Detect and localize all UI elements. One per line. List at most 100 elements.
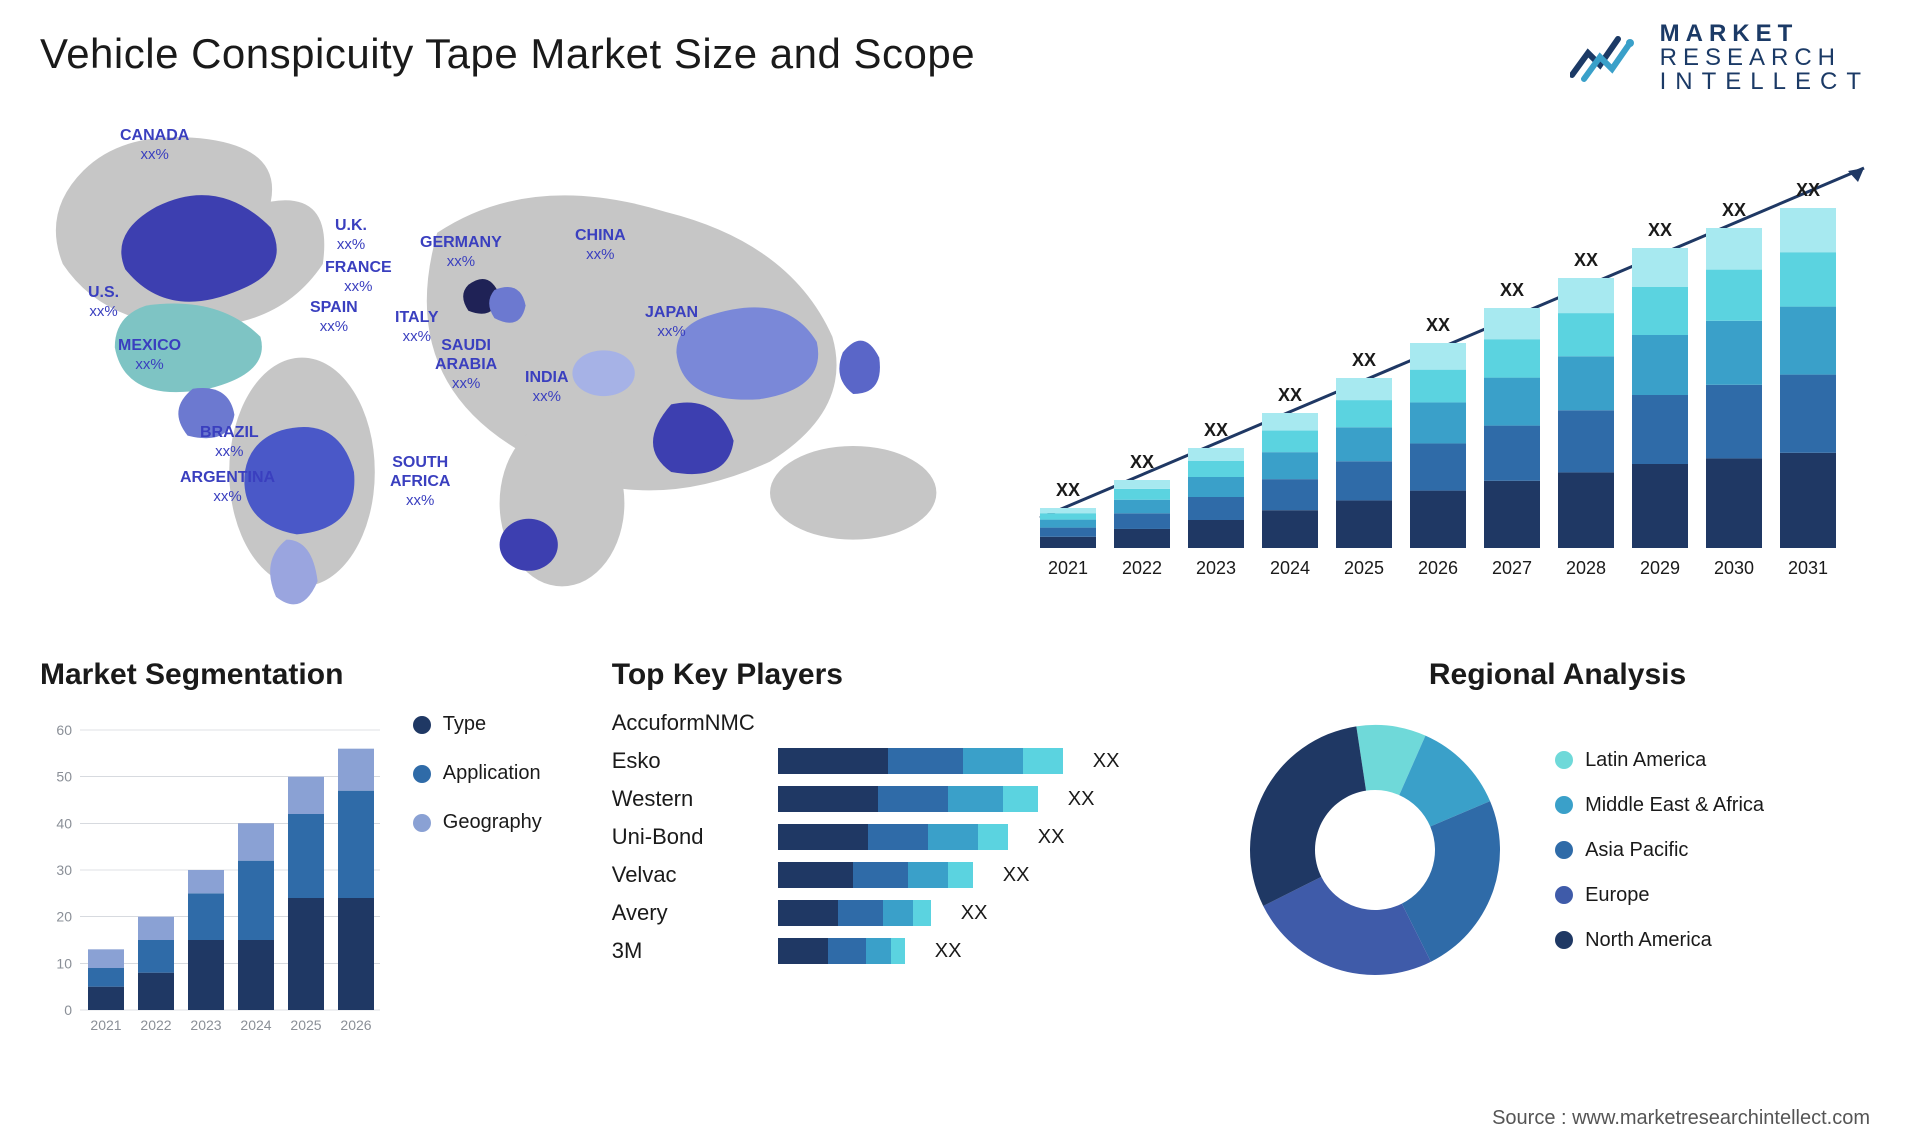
- svg-text:2030: 2030: [1714, 558, 1754, 578]
- player-name: AccuformNMC: [612, 710, 762, 736]
- player-name: 3M: [612, 938, 762, 964]
- map-label-canada: CANADAxx%: [120, 126, 189, 164]
- svg-text:2025: 2025: [290, 1017, 321, 1033]
- player-bar: [778, 824, 1008, 850]
- player-name: Avery: [612, 900, 762, 926]
- key-players-title: Top Key Players: [612, 658, 1205, 692]
- svg-text:2023: 2023: [190, 1017, 221, 1033]
- map-label-spain: SPAINxx%: [310, 298, 358, 336]
- svg-text:XX: XX: [1204, 420, 1228, 440]
- svg-text:60: 60: [56, 722, 72, 738]
- logo-line-3: INTELLECT: [1660, 70, 1870, 94]
- map-label-germany: GERMANYxx%: [420, 233, 502, 271]
- svg-text:30: 30: [56, 862, 72, 878]
- svg-text:2027: 2027: [1492, 558, 1532, 578]
- map-label-u-k-: U.K.xx%: [335, 216, 367, 254]
- svg-text:2022: 2022: [1122, 558, 1162, 578]
- svg-text:XX: XX: [1574, 250, 1598, 270]
- seg-legend-application: Application: [413, 762, 542, 785]
- svg-text:2022: 2022: [140, 1017, 171, 1033]
- player-bar: [778, 900, 931, 926]
- region-legend-europe: Europe: [1555, 884, 1764, 907]
- region-legend-north-america: North America: [1555, 929, 1764, 952]
- regional-donut-svg: [1235, 710, 1515, 990]
- source-label: Source : www.marketresearchintellect.com: [1492, 1107, 1870, 1130]
- region-legend-asia-pacific: Asia Pacific: [1555, 839, 1764, 862]
- player-row-western: Western XX: [612, 786, 1205, 812]
- segmentation-title: Market Segmentation: [40, 658, 582, 692]
- growth-chart-svg: XX 2021 XX 2022 XX 2023 XX 2024 XX 2025 XX 2026 XX 20…: [1020, 108, 1880, 608]
- svg-text:XX: XX: [1278, 385, 1302, 405]
- regional-panel: Regional Analysis Latin America Middle Ea…: [1235, 658, 1880, 1045]
- key-players-panel: Top Key Players AccuformNMCEskoXXWestern…: [612, 658, 1205, 1045]
- svg-text:2031: 2031: [1788, 558, 1828, 578]
- world-map: CANADAxx% U.S.xx% MEXICOxx% BRAZILxx% ARGENT…: [40, 108, 980, 628]
- map-label-argentina: ARGENTINAxx%: [180, 468, 275, 506]
- player-bar: [778, 862, 973, 888]
- region-legend-latin-america: Latin America: [1555, 749, 1764, 772]
- segmentation-legend: Type Application Geography: [413, 713, 542, 834]
- svg-text:2024: 2024: [1270, 558, 1310, 578]
- player-row-accuformnmc: AccuformNMC: [612, 710, 1205, 736]
- map-label-u-s-: U.S.xx%: [88, 283, 119, 321]
- player-value: XX: [1068, 788, 1095, 811]
- player-row-velvac: Velvac XX: [612, 862, 1205, 888]
- segmentation-chart-svg: 0102030405060202120222023202420252026: [40, 710, 380, 1040]
- player-value: XX: [935, 940, 962, 963]
- svg-text:2026: 2026: [340, 1017, 371, 1033]
- player-row-uni-bond: Uni-Bond XX: [612, 824, 1205, 850]
- map-label-saudi-arabia: SAUDIARABIAxx%: [435, 336, 497, 394]
- player-row-avery: Avery XX: [612, 900, 1205, 926]
- player-name: Esko: [612, 748, 762, 774]
- svg-text:40: 40: [56, 815, 72, 831]
- svg-text:2021: 2021: [1048, 558, 1088, 578]
- svg-text:2023: 2023: [1196, 558, 1236, 578]
- svg-text:XX: XX: [1500, 280, 1524, 300]
- map-label-china: CHINAxx%: [575, 226, 626, 264]
- logo-icon: [1570, 29, 1648, 87]
- svg-text:2028: 2028: [1566, 558, 1606, 578]
- region-legend-middle-east-africa: Middle East & Africa: [1555, 794, 1764, 817]
- svg-text:XX: XX: [1648, 220, 1672, 240]
- player-bar: [778, 938, 905, 964]
- seg-legend-type: Type: [413, 713, 542, 736]
- regional-legend: Latin America Middle East & Africa Asia Pa…: [1555, 749, 1764, 952]
- svg-text:XX: XX: [1722, 200, 1746, 220]
- segmentation-panel: Market Segmentation 0 10 20 30 40 50 60 2021 202…: [40, 658, 582, 1045]
- svg-text:0: 0: [64, 1002, 72, 1018]
- player-row-3m: 3M XX: [612, 938, 1205, 964]
- player-name: Uni-Bond: [612, 824, 762, 850]
- map-label-japan: JAPANxx%: [645, 303, 698, 341]
- svg-text:XX: XX: [1426, 315, 1450, 335]
- svg-text:XX: XX: [1130, 452, 1154, 472]
- svg-text:2025: 2025: [1344, 558, 1384, 578]
- svg-text:20: 20: [56, 909, 72, 925]
- seg-legend-geography: Geography: [413, 811, 542, 834]
- logo-line-1: MARKET: [1660, 22, 1870, 46]
- svg-text:50: 50: [56, 769, 72, 785]
- map-label-india: INDIAxx%: [525, 368, 569, 406]
- player-bar: [778, 748, 1063, 774]
- map-label-brazil: BRAZILxx%: [200, 423, 259, 461]
- player-name: Velvac: [612, 862, 762, 888]
- key-players-list: AccuformNMCEskoXXWesternXXUni-BondXXVelv…: [612, 710, 1205, 964]
- logo-line-2: RESEARCH: [1660, 46, 1870, 70]
- player-name: Western: [612, 786, 762, 812]
- player-value: XX: [961, 902, 988, 925]
- svg-text:XX: XX: [1056, 480, 1080, 500]
- player-bar: [778, 786, 1038, 812]
- svg-text:2021: 2021: [90, 1017, 121, 1033]
- svg-text:XX: XX: [1796, 180, 1820, 200]
- map-label-france: FRANCExx%: [325, 258, 392, 296]
- svg-text:2029: 2029: [1640, 558, 1680, 578]
- player-value: XX: [1003, 864, 1030, 887]
- player-value: XX: [1038, 826, 1065, 849]
- brand-logo: MARKET RESEARCH INTELLECT: [1570, 22, 1870, 94]
- growth-chart: XX 2021 XX 2022 XX 2023 XX 2024 XX 2025 XX 2026 XX 20…: [1020, 108, 1880, 628]
- player-value: XX: [1093, 750, 1120, 773]
- player-row-esko: Esko XX: [612, 748, 1205, 774]
- svg-text:2026: 2026: [1418, 558, 1458, 578]
- map-label-mexico: MEXICOxx%: [118, 336, 181, 374]
- regional-title: Regional Analysis: [1235, 658, 1880, 692]
- svg-text:10: 10: [56, 955, 72, 971]
